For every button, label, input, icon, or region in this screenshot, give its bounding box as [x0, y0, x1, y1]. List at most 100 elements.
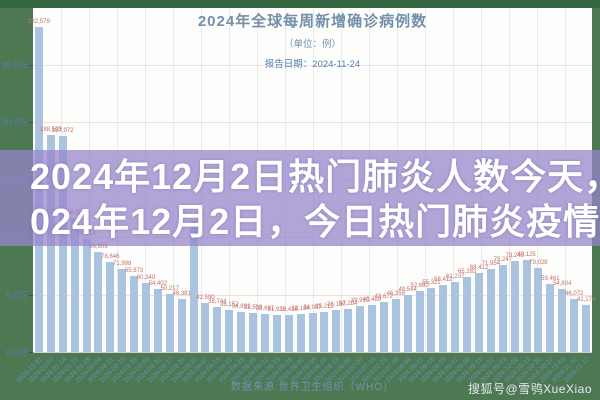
bar	[558, 288, 567, 352]
y-axis-tickmark	[29, 64, 33, 66]
bar-value-label: 32,416	[279, 306, 298, 313]
bar	[118, 269, 127, 352]
bar	[296, 313, 305, 352]
chart-header: 2024年全球每周新增确诊病例数 （单位：例） 报告日期：2024-11-24	[33, 10, 592, 70]
bar	[510, 260, 519, 352]
bar-value-label: 65,873	[124, 268, 144, 275]
bar-value-label: 187,972	[51, 127, 74, 134]
bar-value-label: 33,508	[243, 305, 263, 312]
bar	[344, 309, 353, 352]
bar-value-label: 54,402	[148, 281, 168, 288]
y-axis-tick-label: 5.0万	[6, 290, 28, 300]
bar-value-label: 46,072	[564, 291, 584, 298]
bar	[82, 239, 91, 352]
bar-value-label: 75,247	[493, 257, 512, 264]
bar-value-label: 61,237	[446, 273, 465, 280]
bar	[130, 276, 139, 352]
bar-value-label: 65,283	[457, 268, 477, 275]
headline-overlay-banner: 2024年12月2日热门肺炎人数今天，2 024年12月2日，今日热门肺炎疫情最	[0, 150, 600, 246]
bar	[356, 306, 365, 352]
bar-value-label: 49,544	[398, 287, 417, 294]
bar-value-label: 86,909	[89, 244, 108, 251]
y-axis-tick-label: 0.0万	[6, 347, 28, 358]
headline-text: 2024年12月2日热门肺炎人数今天，2 024年12月2日，今日热门肺炎疫情最	[30, 154, 600, 244]
bar	[546, 283, 555, 352]
bar-value-label: 71,998	[113, 261, 132, 268]
bar	[153, 289, 162, 352]
bar	[415, 291, 424, 352]
bar	[201, 303, 210, 352]
bar-value-label: 39,915	[350, 298, 370, 305]
bar	[534, 268, 543, 352]
bar	[475, 273, 483, 352]
bar-value-label: 58,412	[434, 276, 453, 283]
bar	[320, 311, 329, 352]
watermark-label: 搜狐号@雪鸮XueXiao	[467, 382, 592, 396]
bar	[308, 312, 317, 352]
bar-value-label: 50,217	[160, 286, 179, 293]
headline-line-2: 024年12月2日，今日热门肺炎疫情最	[30, 201, 600, 242]
bar-value-label: 36,152	[220, 302, 239, 309]
bar	[284, 314, 293, 352]
y-axis-tickmark	[29, 294, 33, 296]
bar-value-label: 37,284	[338, 301, 358, 308]
bar-value-label: 46,358	[386, 290, 405, 297]
bar	[379, 301, 388, 352]
bar-value-label: 42,590	[196, 295, 215, 302]
bar	[332, 310, 341, 352]
bar-value-label: 54,804	[553, 280, 572, 287]
horizontal-gridline	[33, 122, 592, 123]
bar-value-label: 55,321	[422, 280, 441, 287]
bar	[498, 265, 507, 352]
bar-value-label: 31,925	[267, 307, 286, 314]
data-source-label: 数据来源:世界卫生组织（WHO）	[230, 382, 395, 393]
bar	[451, 281, 460, 352]
chart-title: 2024年全球每周新增确诊病例数	[197, 13, 428, 30]
bar	[106, 261, 115, 352]
bar-value-label: 34,891	[231, 303, 251, 310]
bar-value-label: 73,028	[529, 260, 548, 267]
horizontal-gridline	[33, 294, 592, 296]
bar	[427, 288, 436, 352]
bar-value-label: 78,646	[101, 253, 120, 260]
bar-value-label: 41,174	[576, 296, 596, 303]
bar-value-label: 80,125	[517, 251, 536, 258]
bar	[260, 314, 269, 352]
bar-value-label: 43,672	[374, 293, 394, 300]
y-axis-tick-label: 20.0万	[1, 117, 28, 128]
bar	[486, 269, 495, 352]
bar-value-label: 33,164	[291, 305, 310, 312]
headline-line-1: 2024年12月2日热门肺炎人数今天，2	[30, 156, 600, 197]
bar	[272, 315, 281, 352]
y-axis-tickmark	[29, 122, 33, 123]
bar	[582, 304, 591, 352]
bar	[403, 295, 412, 352]
bar-value-label: 188,505	[39, 127, 62, 134]
bar-value-label: 40,489	[362, 297, 382, 304]
bar	[165, 294, 174, 352]
bar-value-label: 59,461	[541, 275, 560, 282]
bar-value-label: 52,680	[410, 283, 429, 290]
bar	[367, 305, 376, 352]
bar	[391, 298, 400, 352]
bar-value-label: 36,150	[327, 302, 346, 309]
bar	[70, 218, 79, 352]
y-axis-tickmark	[29, 352, 33, 353]
bar	[225, 310, 234, 352]
bar	[463, 276, 472, 352]
bar	[237, 311, 246, 352]
bar-value-label: 68,412	[469, 265, 489, 272]
bar-value-label: 34,057	[303, 304, 322, 311]
bar	[570, 299, 579, 352]
bar-value-label: 79,245	[505, 252, 524, 259]
report-date-label: 报告日期：2024-11-24	[264, 59, 361, 70]
bar	[522, 259, 531, 352]
chart-unit-subtitle: （单位：例）	[283, 39, 341, 50]
top-border-strip	[0, 0, 600, 8]
bar	[141, 282, 150, 352]
bar-value-label: 282,579	[28, 19, 50, 26]
bar	[213, 307, 222, 352]
bar-value-label: 38,744	[208, 299, 227, 306]
bar-value-label: 35,212	[315, 303, 334, 310]
